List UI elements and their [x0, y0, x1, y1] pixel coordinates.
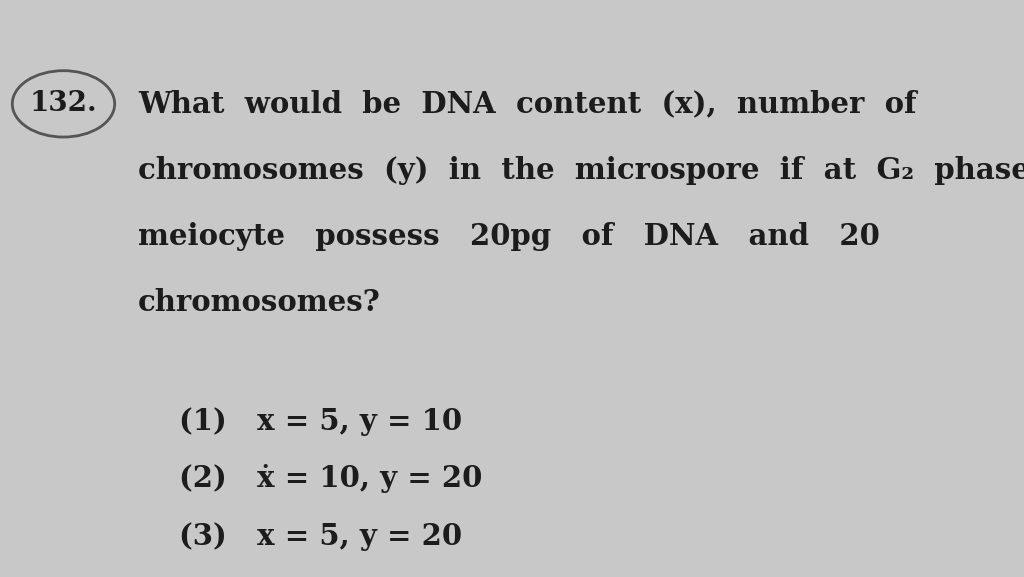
Text: (2)   ẋ = 10, y = 20: (2) ẋ = 10, y = 20 [179, 464, 482, 493]
Text: (1)   x = 5, y = 10: (1) x = 5, y = 10 [179, 407, 462, 436]
Text: chromosomes  (y)  in  the  microspore  if  at  G₂  phase,: chromosomes (y) in the microspore if at … [138, 156, 1024, 185]
Text: (3)   x = 5, y = 20: (3) x = 5, y = 20 [179, 522, 462, 551]
Text: chromosomes?: chromosomes? [138, 288, 381, 317]
Text: 132.: 132. [30, 91, 97, 117]
Text: meiocyte   possess   20pg   of   DNA   and   20: meiocyte possess 20pg of DNA and 20 [138, 222, 880, 251]
Text: What  would  be  DNA  content  (x),  number  of: What would be DNA content (x), number of [138, 89, 916, 118]
